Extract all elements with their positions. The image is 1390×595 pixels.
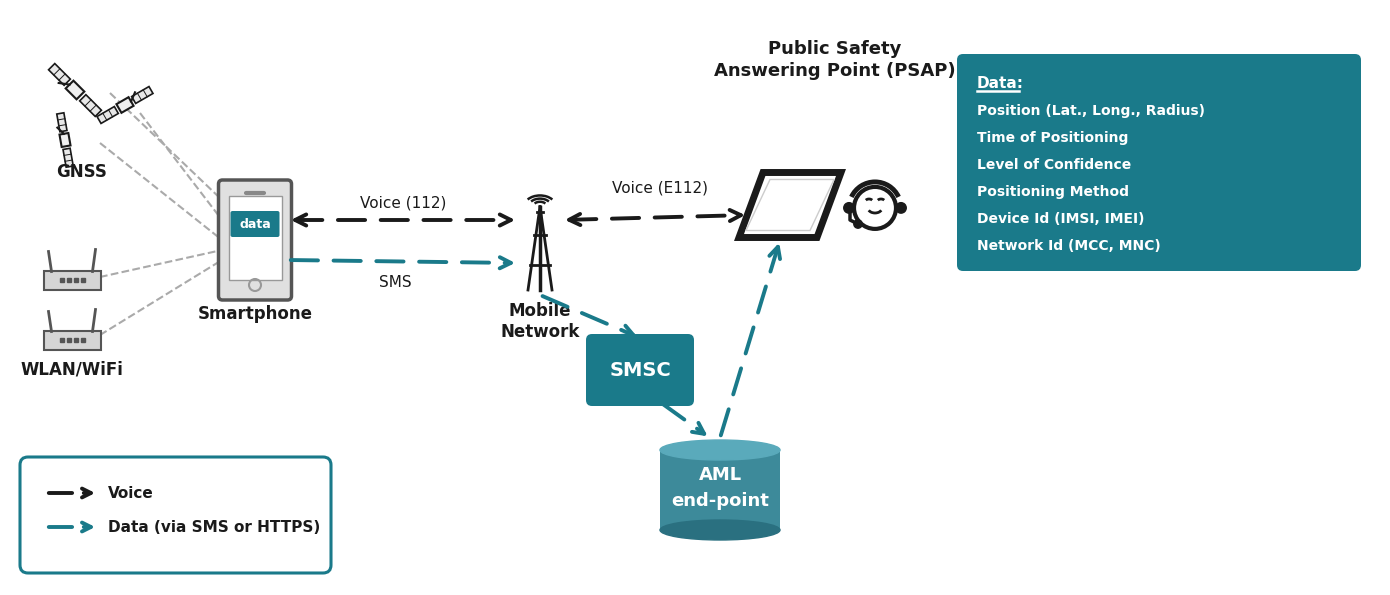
Ellipse shape (660, 440, 780, 460)
FancyBboxPatch shape (19, 457, 331, 573)
Text: Position (Lat., Long., Radius): Position (Lat., Long., Radius) (977, 104, 1205, 118)
Polygon shape (60, 133, 71, 147)
FancyBboxPatch shape (228, 196, 282, 280)
Text: Smartphone: Smartphone (197, 305, 313, 323)
Text: SMSC: SMSC (609, 361, 671, 380)
Text: AML
end-point: AML end-point (671, 466, 769, 509)
Polygon shape (739, 173, 841, 237)
Text: Level of Confidence: Level of Confidence (977, 158, 1131, 172)
Polygon shape (65, 81, 85, 99)
Text: Voice: Voice (108, 486, 154, 500)
Ellipse shape (660, 520, 780, 540)
Text: data: data (239, 218, 271, 230)
Text: Time of Positioning: Time of Positioning (977, 131, 1129, 145)
Polygon shape (79, 95, 101, 117)
Text: Data (via SMS or HTTPS): Data (via SMS or HTTPS) (108, 519, 320, 534)
Polygon shape (49, 64, 71, 85)
Text: GNSS: GNSS (57, 163, 107, 181)
Polygon shape (63, 148, 74, 167)
FancyBboxPatch shape (660, 450, 780, 530)
Polygon shape (57, 113, 67, 131)
Circle shape (853, 220, 862, 228)
Text: Voice (E112): Voice (E112) (612, 180, 708, 195)
Text: Public Safety
Answering Point (PSAP): Public Safety Answering Point (PSAP) (714, 40, 956, 80)
Text: SMS: SMS (378, 275, 411, 290)
Text: Device Id (IMSI, IMEI): Device Id (IMSI, IMEI) (977, 212, 1144, 226)
Text: WLAN/WiFi: WLAN/WiFi (21, 361, 124, 379)
Polygon shape (132, 86, 153, 104)
FancyBboxPatch shape (231, 211, 279, 237)
Text: Voice (112): Voice (112) (360, 195, 446, 210)
Polygon shape (117, 97, 133, 113)
Circle shape (844, 203, 855, 213)
Text: Network Id (MCC, MNC): Network Id (MCC, MNC) (977, 239, 1161, 253)
FancyBboxPatch shape (956, 54, 1361, 271)
Circle shape (895, 203, 906, 213)
Text: Mobile
Network: Mobile Network (500, 302, 580, 341)
Text: Positioning Method: Positioning Method (977, 185, 1129, 199)
FancyBboxPatch shape (43, 271, 100, 290)
FancyBboxPatch shape (218, 180, 292, 300)
Polygon shape (746, 180, 834, 230)
Polygon shape (97, 107, 118, 124)
FancyBboxPatch shape (43, 330, 100, 349)
Text: Data:: Data: (977, 76, 1024, 91)
FancyBboxPatch shape (587, 334, 694, 406)
